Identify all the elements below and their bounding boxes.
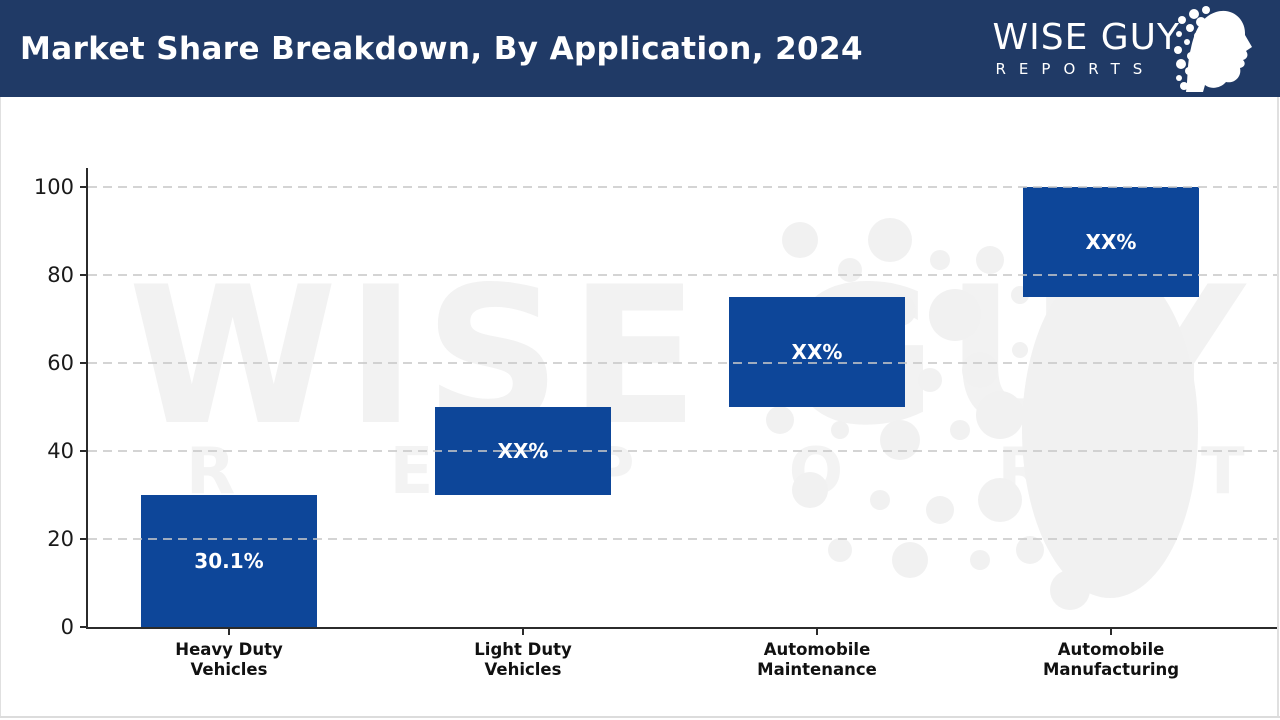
y-tick-label-20: 20 (47, 527, 74, 551)
x-category-label-heavy-duty-vehicles: Heavy Duty Vehicles (175, 640, 283, 679)
bar-value-label-heavy-duty-vehicles: 30.1% (194, 548, 264, 573)
x-category-label-automobile-maintenance: Automobile Maintenance (757, 640, 877, 679)
y-tick-label-80: 80 (47, 263, 74, 287)
y-tick-label-100: 100 (33, 175, 74, 199)
y-tick-label-0: 0 (60, 615, 74, 639)
y-tick-label-40: 40 (47, 439, 74, 463)
y-tick-0 (80, 626, 88, 628)
page-title: Market Share Breakdown, By Application, … (20, 30, 863, 67)
header-bar: Market Share Breakdown, By Application, … (0, 0, 1280, 97)
y-tick-80 (80, 274, 88, 276)
logo-text: WISE GUY REPORTS (992, 16, 1181, 78)
right-frame-line (1277, 97, 1279, 717)
logo-wordmark: WISE GUY (992, 16, 1180, 58)
gridline-40 (88, 450, 1278, 452)
gridline-80 (88, 274, 1278, 276)
bar-value-label-automobile-maintenance: XX% (791, 340, 843, 364)
gridline-100 (88, 186, 1278, 188)
x-axis-line (86, 627, 1278, 629)
x-tick-automobile-manufacturing (1110, 627, 1112, 635)
y-tick-60 (80, 362, 88, 364)
bottom-frame-line (0, 716, 1280, 718)
y-tick-20 (80, 538, 88, 540)
logo-subtitle: REPORTS (995, 59, 1156, 78)
left-frame-line (0, 97, 1, 717)
x-category-label-automobile-manufacturing: Automobile Manufacturing (1042, 640, 1180, 679)
wise-guy-reports-logo: WISE GUY REPORTS (992, 5, 1252, 92)
y-tick-40 (80, 450, 88, 452)
bar-automobile-maintenance (729, 297, 905, 407)
y-tick-label-60: 60 (47, 351, 74, 375)
y-axis-line (86, 168, 88, 629)
y-tick-100 (80, 186, 88, 188)
bar-heavy-duty-vehicles (141, 494, 317, 627)
bar-value-label-automobile-manufacturing: XX% (1085, 230, 1137, 254)
x-category-label-light-duty-vehicles: Light Duty Vehicles (474, 640, 572, 679)
gridline-20 (88, 538, 1278, 540)
x-tick-heavy-duty-vehicles (228, 627, 230, 635)
gridline-60 (88, 362, 1278, 364)
bar-value-label-light-duty-vehicles: XX% (497, 438, 549, 463)
bar-automobile-manufacturing (1023, 187, 1199, 297)
x-tick-automobile-maintenance (816, 627, 818, 635)
watermark-dots-face (766, 218, 1198, 610)
logo-face-icon (1174, 5, 1252, 92)
x-tick-light-duty-vehicles (522, 627, 524, 635)
